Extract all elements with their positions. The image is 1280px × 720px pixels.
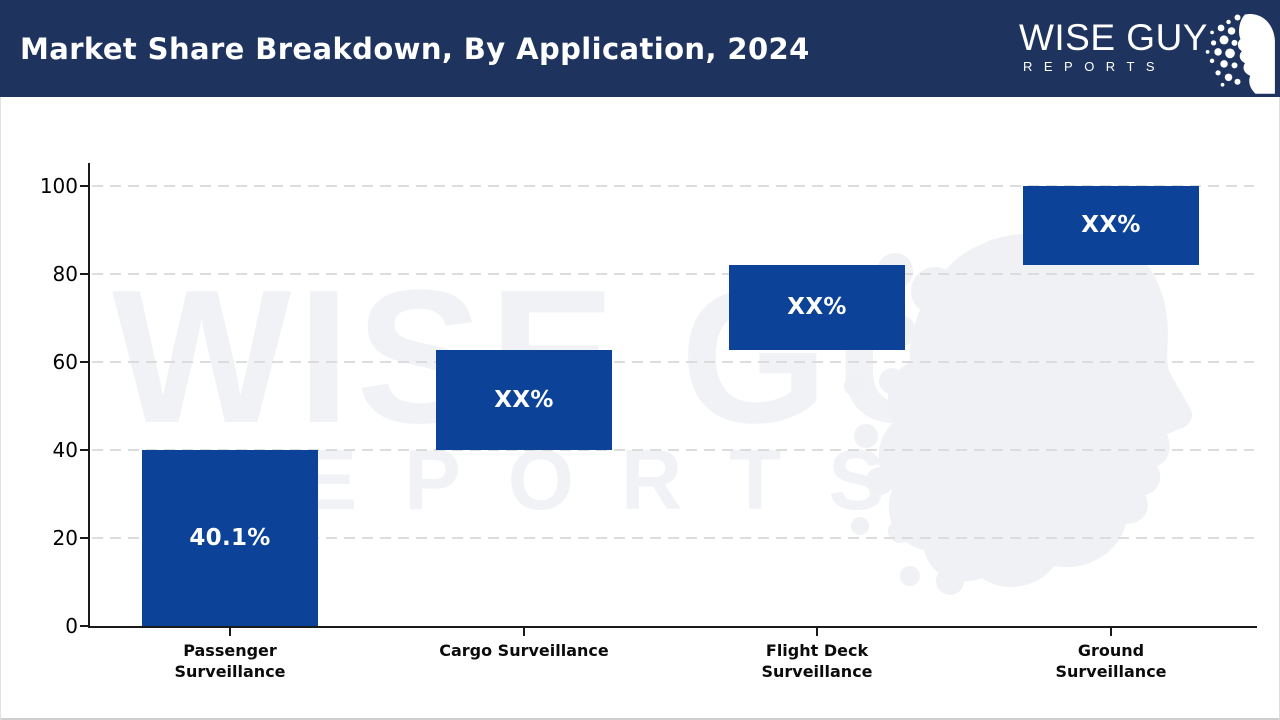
bar-value-label: XX% [494, 386, 554, 413]
y-tick-label-20: 20 [52, 526, 78, 550]
x-tick-0 [229, 628, 231, 636]
y-tick-0 [80, 625, 88, 627]
left-edge-line [0, 97, 1, 720]
y-tick-label-40: 40 [52, 438, 78, 462]
logo-subtext: REPORTS [1022, 59, 1167, 74]
bar-ground-surveillance: XX% [1023, 186, 1199, 265]
y-tick-80 [80, 273, 88, 275]
x-category-label-1: Cargo Surveillance [394, 640, 654, 661]
y-tick-label-60: 60 [52, 350, 78, 374]
gridline-20 [92, 537, 1254, 539]
y-tick-20 [80, 537, 88, 539]
x-tick-2 [816, 628, 818, 636]
logo-wordmark: WISE GUY [1018, 17, 1208, 58]
y-tick-100 [80, 185, 88, 187]
bar-value-label: XX% [1081, 212, 1141, 239]
x-category-label-line: Passenger [183, 641, 277, 660]
y-tick-label-0: 0 [65, 614, 78, 638]
bar-passenger-surveillance: 40.1% [142, 449, 318, 626]
x-axis-line [88, 626, 1257, 628]
x-category-label-line: Cargo Surveillance [439, 641, 609, 660]
gridline-100 [92, 185, 1254, 187]
x-tick-1 [523, 628, 525, 636]
x-category-label-3: Ground Surveillance [981, 640, 1241, 682]
x-tick-3 [1110, 628, 1112, 636]
x-category-label-2: Flight Deck Surveillance [687, 640, 947, 682]
x-category-label-line: Surveillance [1055, 662, 1167, 681]
y-axis-line [88, 163, 90, 628]
dotted-head-icon [1205, 13, 1275, 94]
y-tick-label-80: 80 [52, 262, 78, 286]
bar-value-label: 40.1% [189, 524, 271, 551]
gridline-80 [92, 273, 1254, 275]
x-category-label-line: Surveillance [174, 662, 286, 681]
bottom-edge-line [0, 718, 1280, 720]
y-tick-60 [80, 361, 88, 363]
logo-text: WISE GUY REPORTS [1018, 17, 1208, 75]
gridline-60 [92, 361, 1254, 363]
x-category-label-0: Passenger Surveillance [100, 640, 360, 682]
watermark-dotted-head [844, 229, 1192, 595]
bar-cargo-surveillance: XX% [436, 350, 612, 450]
chart-title: Market Share Breakdown, By Application, … [20, 31, 810, 66]
bar-value-label: XX% [787, 294, 847, 321]
x-category-label-line: Flight Deck [765, 641, 869, 660]
y-tick-40 [80, 449, 88, 451]
x-category-label-line: Ground [1077, 641, 1145, 660]
bar-flight-deck-surveillance: XX% [729, 264, 905, 351]
gridline-40 [92, 449, 1254, 451]
wise-guy-reports-logo: WISE GUY REPORTS [1019, 8, 1275, 94]
y-tick-label-100: 100 [39, 174, 78, 198]
header-bar: Market Share Breakdown, By Application, … [0, 0, 1280, 97]
x-category-label-line: Surveillance [761, 662, 873, 681]
